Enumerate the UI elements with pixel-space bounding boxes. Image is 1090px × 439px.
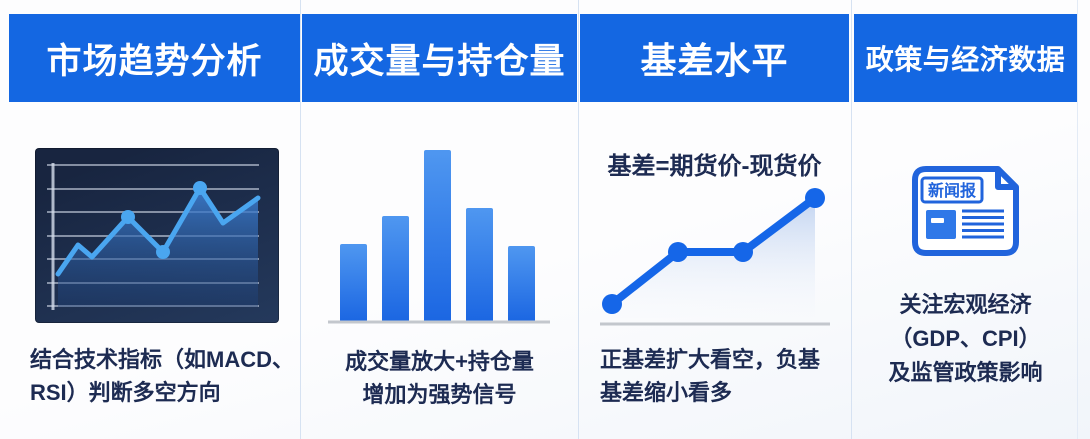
panel-header-label: 政策与经济数据 — [865, 44, 1066, 75]
basis-line-chart — [600, 188, 830, 326]
panel-market-trend: 市场趋势分析 结合技术指标（如MACD、 RSI）判断多空方向 — [9, 0, 300, 439]
panel-header-policy: 政策与经济数据 — [854, 14, 1077, 102]
panel-caption-policy: 关注宏观经济 （GDP、CPI） 及监管政策影响 — [854, 288, 1077, 390]
panel-caption-basis: 正基差扩大看空，负基 基差缩小看多 — [600, 343, 820, 409]
column-divider — [851, 0, 852, 439]
column-divider — [300, 0, 301, 439]
newspaper-icon-label: 新闻报 — [928, 181, 976, 200]
caption-line: 结合技术指标（如MACD、 — [30, 347, 294, 372]
newspaper-icon: 新闻报 — [912, 166, 1019, 256]
panel-caption-volume: 成交量放大+持仓量 增加为强势信号 — [302, 345, 577, 411]
volume-bar-chart — [328, 150, 550, 324]
column-divider — [1077, 0, 1078, 439]
basis-formula: 基差=期货价-现货价 — [607, 153, 822, 180]
panel-header-volume: 成交量与持仓量 — [302, 14, 577, 102]
caption-line: 成交量放大+持仓量 — [345, 349, 534, 374]
caption-line: RSI）判断多空方向 — [30, 380, 221, 405]
caption-line: 正基差扩大看空，负基 — [600, 347, 821, 372]
caption-line: （GDP、CPI） — [890, 326, 1041, 351]
panel-header-label: 基差水平 — [640, 40, 789, 81]
panel-header-market-trend: 市场趋势分析 — [9, 14, 300, 102]
panel-basis-level: 基差水平 基差=期货价-现货价 正基差扩大看空，负基 基差缩小看多 — [580, 0, 849, 439]
caption-line: 关注宏观经济 — [899, 292, 1032, 317]
caption-line: 增加为强势信号 — [362, 382, 517, 407]
trend-chart-panel — [35, 148, 279, 323]
newspaper-photo-block — [926, 210, 956, 239]
panel-caption-market-trend: 结合技术指标（如MACD、 RSI）判断多空方向 — [30, 343, 294, 409]
caption-line: 基差缩小看多 — [600, 380, 733, 405]
panel-policy-economic-data: 政策与经济数据 新闻报 关注宏观经济 （GDP、CPI） 及监管政策影响 — [854, 0, 1077, 439]
column-divider — [578, 0, 579, 439]
panel-header-label: 成交量与持仓量 — [313, 41, 566, 81]
panel-volume-open-interest: 成交量与持仓量 成交量放大+持仓量 增加为强势信号 — [302, 0, 577, 439]
newspaper-text-lines — [962, 209, 1004, 239]
panel-header-label: 市场趋势分析 — [46, 41, 263, 81]
panel-header-basis: 基差水平 — [580, 14, 849, 102]
trend-line-chart — [47, 163, 261, 310]
caption-line: 及监管政策影响 — [888, 360, 1043, 385]
